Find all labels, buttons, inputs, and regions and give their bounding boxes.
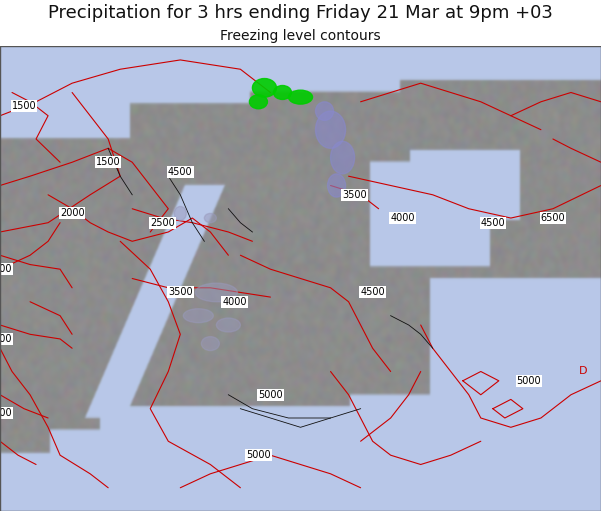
Ellipse shape — [316, 102, 334, 121]
Text: 4500: 4500 — [361, 288, 385, 297]
Ellipse shape — [273, 85, 291, 100]
Ellipse shape — [288, 90, 313, 104]
Text: 5000: 5000 — [246, 450, 270, 460]
Ellipse shape — [328, 174, 346, 197]
Ellipse shape — [201, 337, 219, 351]
Text: 5000: 5000 — [517, 376, 541, 386]
Text: 4500: 4500 — [481, 218, 505, 228]
Text: 1500: 1500 — [12, 102, 36, 111]
Ellipse shape — [249, 95, 267, 109]
Text: Precipitation for 3 hrs ending Friday 21 Mar at 9pm +03: Precipitation for 3 hrs ending Friday 21… — [48, 4, 553, 22]
Ellipse shape — [316, 111, 346, 148]
Ellipse shape — [195, 283, 237, 301]
Text: 1500: 1500 — [96, 157, 120, 167]
Text: 4000: 4000 — [222, 297, 246, 307]
Text: 3500: 3500 — [343, 190, 367, 200]
Ellipse shape — [174, 206, 186, 220]
Ellipse shape — [252, 79, 276, 97]
Text: 5000: 5000 — [258, 390, 282, 400]
Ellipse shape — [216, 318, 240, 332]
Text: 2000: 2000 — [60, 208, 84, 218]
Text: 3000: 3000 — [0, 264, 12, 274]
Text: 4000: 4000 — [391, 213, 415, 223]
Text: 2500: 2500 — [150, 218, 175, 228]
Text: Freezing level contours: Freezing level contours — [220, 29, 381, 43]
Text: 3500: 3500 — [168, 288, 192, 297]
Text: 4500: 4500 — [168, 167, 192, 176]
Ellipse shape — [331, 142, 355, 174]
Ellipse shape — [183, 309, 213, 322]
Text: D: D — [579, 366, 587, 377]
Text: 6500: 6500 — [541, 213, 565, 223]
Ellipse shape — [204, 214, 216, 223]
Text: 4500: 4500 — [0, 408, 12, 419]
Text: 4000: 4000 — [0, 334, 12, 344]
